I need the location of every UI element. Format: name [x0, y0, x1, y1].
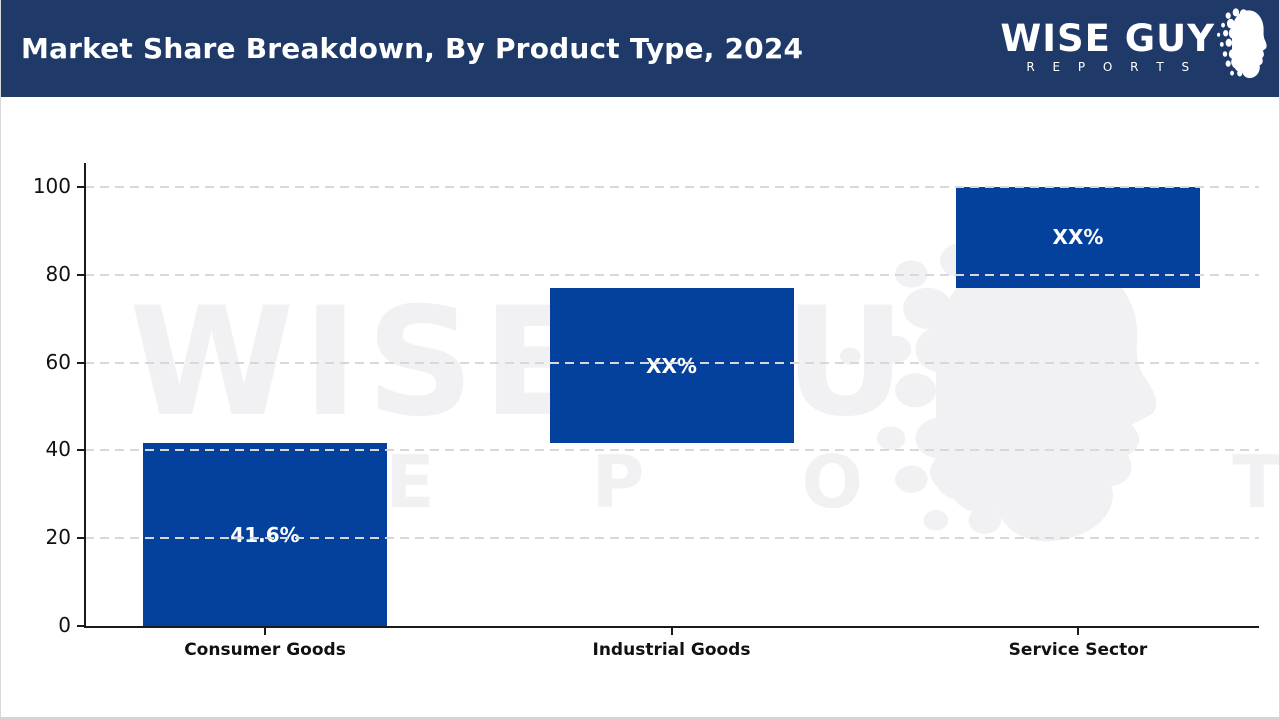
y-tick-20 [77, 537, 84, 540]
bar-industrial-goods: XX% [549, 287, 794, 444]
x-tick-3 [1077, 628, 1079, 635]
y-tick-label-0: 0 [58, 613, 71, 637]
y-tick-label-80: 80 [45, 261, 71, 286]
y-tick-label-60: 60 [45, 349, 71, 374]
brand-logo: WISE GUY R E P O R T S [1000, 6, 1273, 86]
chart-title: Market Share Breakdown, By Product Type,… [21, 32, 804, 65]
gridline-80 [85, 273, 1259, 276]
brand-name: WISE GUY [1000, 16, 1215, 60]
header-bar: Market Share Breakdown, By Product Type,… [1, 0, 1279, 97]
gridline-20 [85, 537, 1259, 540]
gridline-100 [85, 186, 1259, 188]
y-tick-0 [77, 625, 84, 627]
x-axis-line [84, 626, 1259, 628]
y-axis-line [84, 163, 86, 628]
y-tick-label-40: 40 [45, 437, 71, 462]
y-tick-label-100: 100 [32, 174, 71, 198]
x-category-label: Consumer Goods [184, 640, 346, 660]
y-tick-label-20: 20 [45, 525, 71, 550]
x-tick-2 [670, 628, 673, 635]
x-category-label: Industrial Goods [592, 640, 751, 660]
bar-service-sector: XX% [956, 187, 1200, 288]
brand-face-icon [1217, 8, 1267, 79]
y-tick-100 [77, 186, 84, 188]
gridline-40 [85, 449, 1259, 452]
x-tick-1 [264, 628, 266, 635]
bar-consumer-goods: 41.6% [143, 443, 387, 626]
y-tick-40 [77, 449, 84, 452]
brand-subtitle: R E P O R T S [1026, 59, 1197, 74]
gridline-60 [85, 361, 1259, 364]
bar-value-label: XX% [1052, 225, 1104, 250]
bar-value-label: XX% [646, 353, 697, 378]
y-tick-80 [77, 273, 84, 276]
x-category-label: Service Sector [1008, 640, 1148, 660]
bar-value-label: 41.6% [230, 522, 300, 547]
brand-logo-text: WISE GUY R E P O R T S [1000, 16, 1215, 74]
y-tick-60 [77, 361, 84, 364]
